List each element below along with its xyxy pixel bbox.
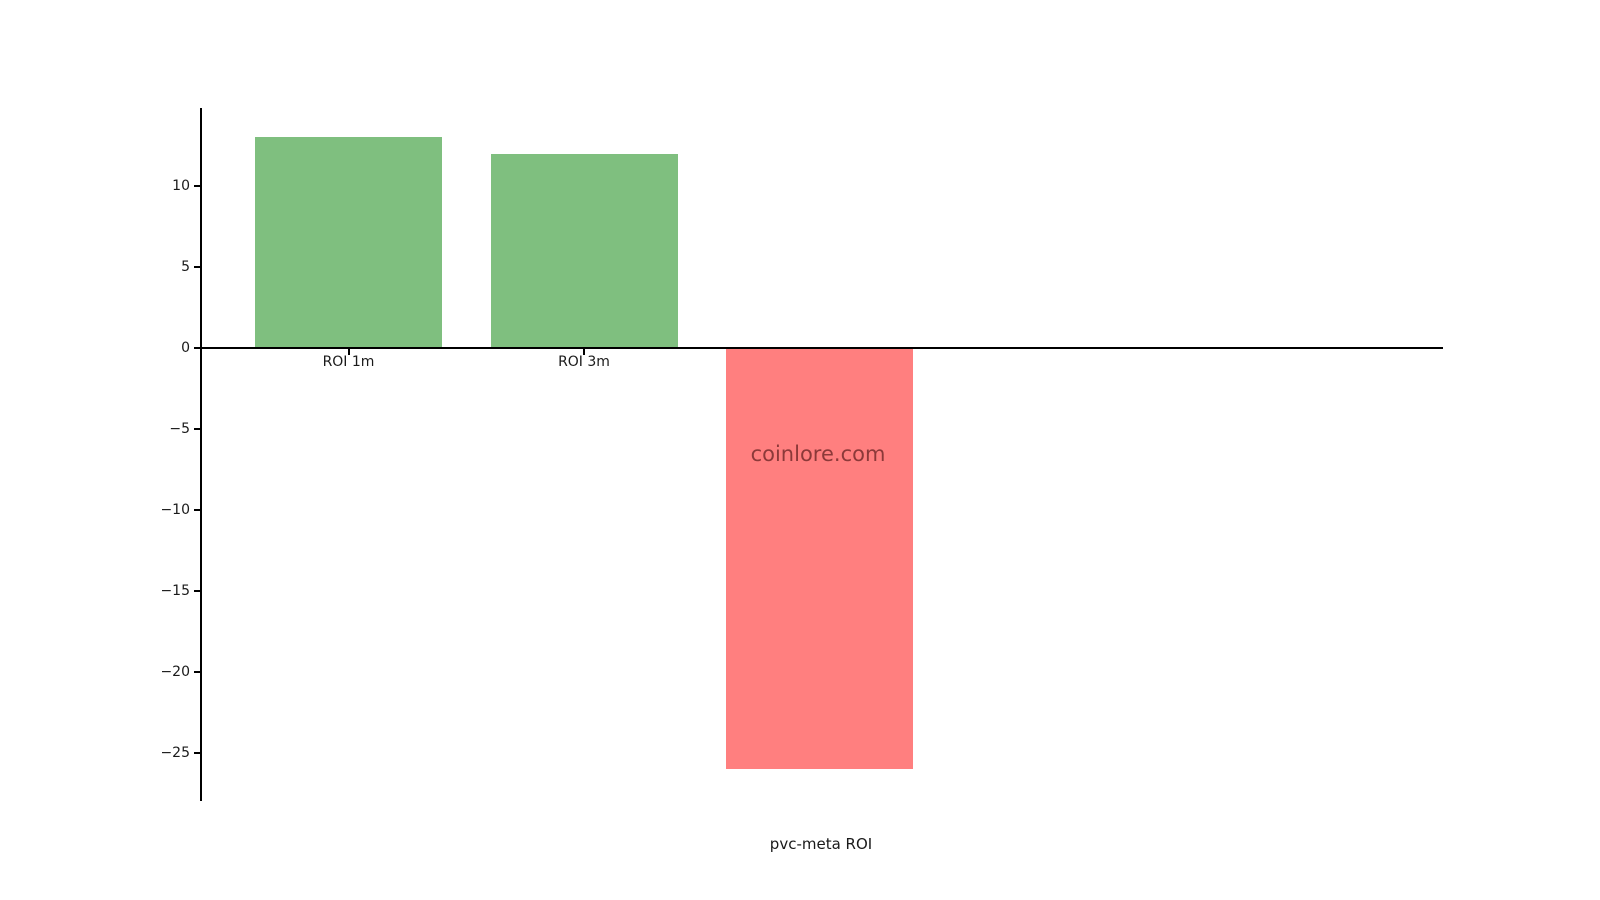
y-tick-label: −20 [160,664,190,680]
x-tick-label: ROI 3m [558,354,610,370]
y-axis-line [200,108,202,801]
y-tick-mark [194,671,201,673]
bar-roi-3m [490,153,678,348]
y-tick-label: −15 [160,583,190,599]
y-tick-label: 5 [181,259,190,275]
y-tick-label: 10 [172,178,190,194]
y-tick-mark [194,509,201,511]
x-tick-label: ROI 1m [322,354,375,370]
y-tick-mark [194,752,201,754]
y-tick-mark [194,347,201,349]
watermark-text: coinlore.com [750,442,886,466]
y-tick-label: −25 [160,745,190,761]
x-axis-label: pvc-meta ROI [769,835,873,853]
y-tick-mark [194,266,201,268]
y-tick-mark [194,590,201,592]
y-tick-mark [194,428,201,430]
bar-unlabeled-2 [726,348,913,770]
y-tick-mark [194,185,201,187]
x-tick-mark [583,348,585,355]
x-axis-zero-line [201,347,1443,349]
x-tick-mark [347,348,350,355]
y-tick-label: 0 [181,340,190,356]
bar-roi-1m [255,137,442,348]
y-tick-label: −5 [169,421,190,437]
y-tick-label: −10 [160,502,190,518]
